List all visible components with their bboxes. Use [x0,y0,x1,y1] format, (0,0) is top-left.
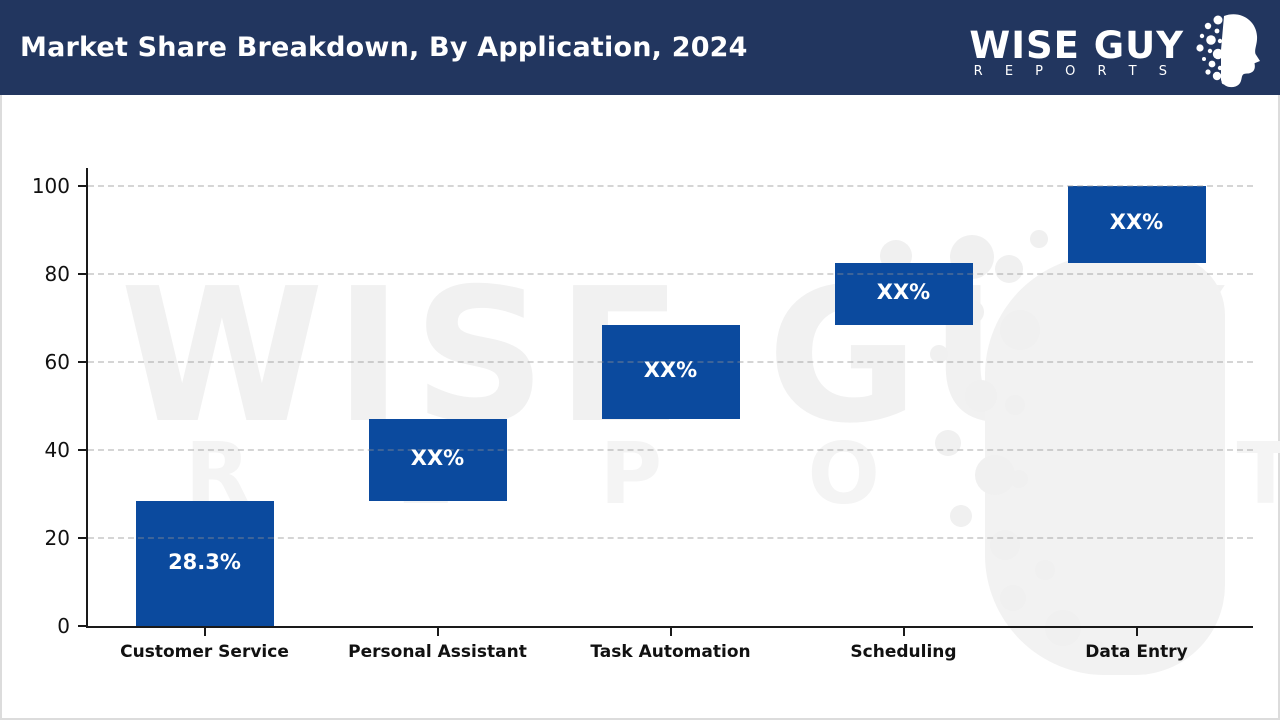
x-axis-spine [86,626,1253,628]
y-axis-tick-label: 80 [44,261,70,286]
watermark-dot [1045,610,1081,646]
y-axis-tick [78,448,86,451]
x-axis-category-label: Task Automation [590,642,751,662]
waterfall-bar-segment [834,262,973,326]
gridline [88,536,1253,539]
y-axis-tick-label: 20 [44,525,70,550]
watermark-dot [975,455,1015,495]
watermark-dot [1085,640,1105,660]
y-axis-tick [78,536,86,539]
watermark-dot [1030,230,1048,248]
y-axis-tick [78,272,86,275]
watermark-dot [1010,470,1028,488]
watermark-dot [950,505,972,527]
watermark-dot [990,530,1020,560]
bar-value-label: XX% [643,357,698,382]
x-axis-tick [1135,628,1138,636]
x-axis-tick [203,628,206,636]
waterfall-bar-segment [601,325,740,419]
y-axis-tick-label: 40 [44,437,70,462]
x-axis-category-label: Scheduling [850,642,957,662]
gridline [88,360,1253,363]
logo-name-text: WISE GUY [969,24,1184,67]
watermark-dot [1035,560,1055,580]
x-axis-category-label: Personal Assistant [348,642,527,662]
y-axis-tick-label: 60 [44,349,70,374]
watermark-dot [995,255,1023,283]
y-axis-spine [86,168,88,628]
gridline [88,448,1253,451]
y-axis-tick [78,625,86,627]
bar-value-label: XX% [1109,210,1164,235]
gridline [88,184,1253,187]
header-bar: Market Share Breakdown, By Application, … [0,0,1280,95]
x-axis-category-label: Customer Service [120,642,289,662]
watermark-dot [1005,395,1025,415]
waterfall-bar-segment [1067,185,1206,263]
waterfall-bar-segment [368,418,507,502]
watermark-dot [1000,585,1026,611]
y-axis-tick [78,360,86,363]
y-axis-tick-label: 0 [57,614,70,638]
watermark-dot [1000,310,1040,350]
watermark-dot [930,345,948,363]
x-axis-tick [669,628,672,636]
waterfall-chart: 0 20 40 60 80 100 28.3% Customer Service XX% Pers… [0,95,1280,720]
y-axis-tick [78,184,86,187]
x-axis-tick [902,628,905,636]
gridline [88,272,1253,275]
logo-sub-text: R E P O R T S [973,64,1176,79]
y-axis-tick-label: 100 [31,173,70,198]
wise-guy-reports-logo: WISE GUY R E P O R T S [969,6,1262,90]
page-title: Market Share Breakdown, By Application, … [20,32,748,63]
waterfall-bar-segment [135,501,274,626]
watermark-dot [965,380,997,412]
watermark-dot [935,430,961,456]
bar-value-label: XX% [410,445,465,470]
bar-value-label: XX% [876,279,931,304]
bar-value-label: 28.3% [168,549,241,574]
x-axis-tick [436,628,439,636]
logo-face-icon [1196,14,1260,88]
x-axis-category-label: Data Entry [1085,642,1188,662]
